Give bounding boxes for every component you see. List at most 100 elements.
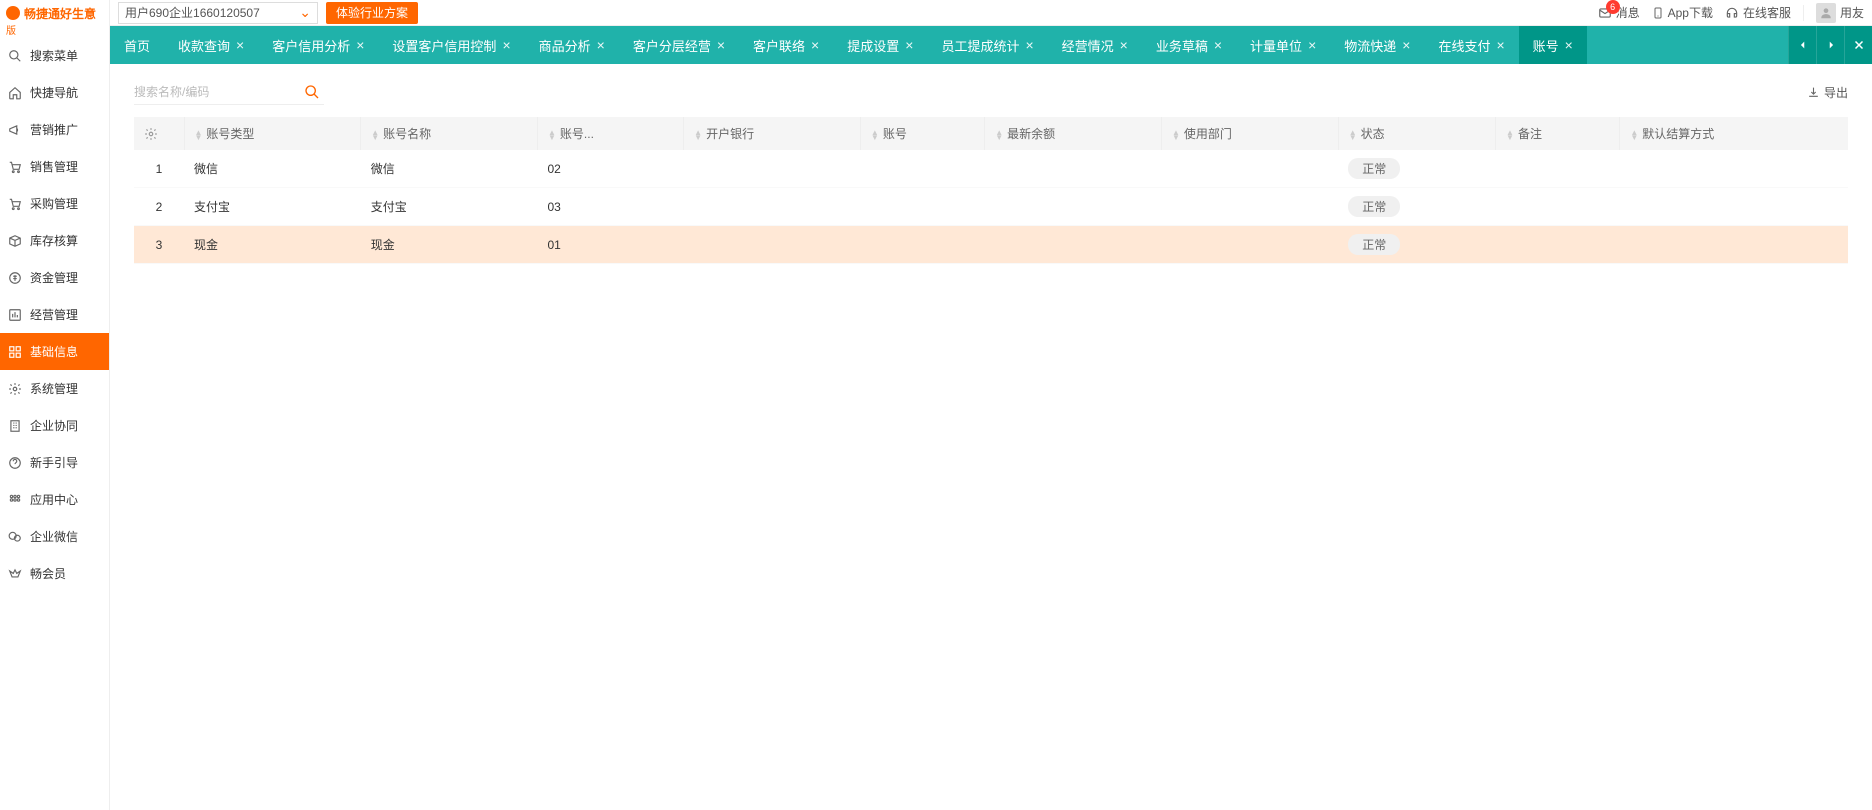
tab-11[interactable]: 计量单位× [1236, 26, 1330, 64]
sort-icon[interactable]: ▲▼ [1172, 130, 1180, 140]
home-icon [8, 86, 22, 100]
tab-6[interactable]: 客户联络× [739, 26, 833, 64]
cell [1496, 226, 1620, 264]
tab-label: 首页 [124, 36, 150, 55]
tab-13[interactable]: 在线支付× [1424, 26, 1518, 64]
sort-icon[interactable]: ▲▼ [694, 130, 702, 140]
close-icon[interactable]: × [1120, 37, 1128, 53]
close-icon[interactable]: × [502, 37, 510, 53]
coin-icon [8, 271, 22, 285]
tab-close-all[interactable] [1844, 26, 1872, 64]
tab-scroll-right[interactable] [1816, 26, 1844, 64]
tab-4[interactable]: 商品分析× [525, 26, 619, 64]
sidebar-item-label: 新手引导 [30, 454, 78, 471]
sidebar-item-12[interactable]: 应用中心 [0, 481, 109, 518]
cell [985, 226, 1162, 264]
user-menu[interactable]: 用友 [1816, 3, 1864, 23]
tab-7[interactable]: 提成设置× [833, 26, 927, 64]
tab-5[interactable]: 客户分层经营× [619, 26, 739, 64]
messages-link[interactable]: 6 消息 [1598, 4, 1640, 21]
column-header-1[interactable]: ▲▼账号名称 [361, 117, 538, 150]
close-icon[interactable]: × [1025, 37, 1033, 53]
column-header-6[interactable]: ▲▼使用部门 [1162, 117, 1339, 150]
sidebar-item-11[interactable]: 新手引导 [0, 444, 109, 481]
export-label: 导出 [1824, 84, 1848, 101]
close-icon[interactable]: × [1565, 37, 1573, 53]
tab-2[interactable]: 客户信用分析× [258, 26, 378, 64]
sort-icon[interactable]: ▲▼ [548, 130, 556, 140]
sidebar-item-2[interactable]: 营销推广 [0, 111, 109, 148]
tab-1[interactable]: 收款查询 × [164, 26, 258, 64]
support-label: 在线客服 [1743, 4, 1791, 21]
tab-12[interactable]: 物流快递× [1330, 26, 1424, 64]
close-icon[interactable]: × [811, 37, 819, 53]
column-label: 备注 [1518, 127, 1542, 141]
sort-icon[interactable]: ▲▼ [1506, 130, 1514, 140]
tab-8[interactable]: 员工提成统计× [927, 26, 1047, 64]
close-icon[interactable]: × [236, 37, 244, 53]
tab-9[interactable]: 经营情况× [1048, 26, 1142, 64]
user-selector[interactable]: 用户690企业1660120507 ⌄ [118, 2, 318, 24]
sort-icon[interactable]: ▲▼ [1630, 130, 1638, 140]
search-icon[interactable] [300, 84, 324, 100]
column-header-2[interactable]: ▲▼账号... [538, 117, 684, 150]
box-icon [8, 234, 22, 248]
close-icon[interactable]: × [1214, 37, 1222, 53]
cell: 微信 [184, 150, 361, 188]
table-row[interactable]: 2支付宝支付宝03正常 [134, 188, 1848, 226]
sidebar-item-14[interactable]: 畅会员 [0, 555, 109, 592]
table-row[interactable]: 1微信微信02正常 [134, 150, 1848, 188]
column-header-7[interactable]: ▲▼状态 [1338, 117, 1495, 150]
tab-bar: 首页收款查询×客户信用分析×设置客户信用控制×商品分析×客户分层经营×客户联络×… [110, 26, 1872, 64]
column-header-4[interactable]: ▲▼账号 [860, 117, 984, 150]
support-link[interactable]: 在线客服 [1725, 4, 1791, 21]
topbar: 用户690企业1660120507 ⌄ 体验行业方案 6 消息 App下载 [110, 0, 1872, 26]
sort-icon[interactable]: ▲▼ [195, 130, 203, 140]
sidebar-item-10[interactable]: 企业协同 [0, 407, 109, 444]
column-header-5[interactable]: ▲▼最新余额 [985, 117, 1162, 150]
sidebar-item-4[interactable]: 采购管理 [0, 185, 109, 222]
app-download-link[interactable]: App下载 [1652, 4, 1713, 21]
sort-icon[interactable]: ▲▼ [1349, 130, 1357, 140]
row-index: 3 [134, 226, 184, 264]
sidebar-item-1[interactable]: 快捷导航 [0, 74, 109, 111]
column-header-8[interactable]: ▲▼ 备注 [1496, 117, 1620, 150]
close-icon[interactable]: × [717, 37, 725, 53]
close-icon[interactable]: × [1496, 37, 1504, 53]
sidebar-item-label: 企业微信 [30, 528, 78, 545]
cell: 支付宝 [361, 188, 538, 226]
column-header-3[interactable]: ▲▼开户银行 [684, 117, 861, 150]
tab-3[interactable]: 设置客户信用控制× [378, 26, 524, 64]
sidebar-item-0[interactable]: 搜索菜单 [0, 37, 109, 74]
table-row[interactable]: 3现金现金01正常 [134, 226, 1848, 264]
sidebar-item-7[interactable]: 经营管理 [0, 296, 109, 333]
close-icon[interactable]: × [905, 37, 913, 53]
sidebar-item-3[interactable]: 销售管理 [0, 148, 109, 185]
sidebar-item-8[interactable]: 基础信息 [0, 333, 109, 370]
sort-icon[interactable]: ▲▼ [995, 130, 1003, 140]
tab-0[interactable]: 首页 [110, 26, 164, 64]
export-button[interactable]: 导出 [1807, 84, 1848, 101]
tab-10[interactable]: 业务草稿× [1142, 26, 1236, 64]
column-settings[interactable] [134, 117, 184, 150]
close-icon[interactable]: × [1308, 37, 1316, 53]
close-icon[interactable]: × [356, 37, 364, 53]
cell [1620, 188, 1848, 226]
column-header-9[interactable]: ▲▼默认结算方式 [1620, 117, 1848, 150]
sort-icon[interactable]: ▲▼ [371, 130, 379, 140]
brand-name: 畅捷通好生意 [24, 5, 96, 22]
sidebar-item-6[interactable]: 资金管理 [0, 259, 109, 296]
tab-14[interactable]: 账号× [1519, 26, 1587, 64]
search-input[interactable] [134, 80, 300, 104]
sidebar-item-5[interactable]: 库存核算 [0, 222, 109, 259]
cell [684, 226, 861, 264]
close-icon[interactable]: × [597, 37, 605, 53]
tab-label: 收款查询 [178, 36, 230, 55]
column-header-0[interactable]: ▲▼账号类型 [184, 117, 361, 150]
experience-button[interactable]: 体验行业方案 [326, 2, 418, 24]
sidebar-item-13[interactable]: 企业微信 [0, 518, 109, 555]
tab-scroll-left[interactable] [1788, 26, 1816, 64]
close-icon[interactable]: × [1402, 37, 1410, 53]
sort-icon[interactable]: ▲▼ [871, 130, 879, 140]
sidebar-item-9[interactable]: 系统管理 [0, 370, 109, 407]
